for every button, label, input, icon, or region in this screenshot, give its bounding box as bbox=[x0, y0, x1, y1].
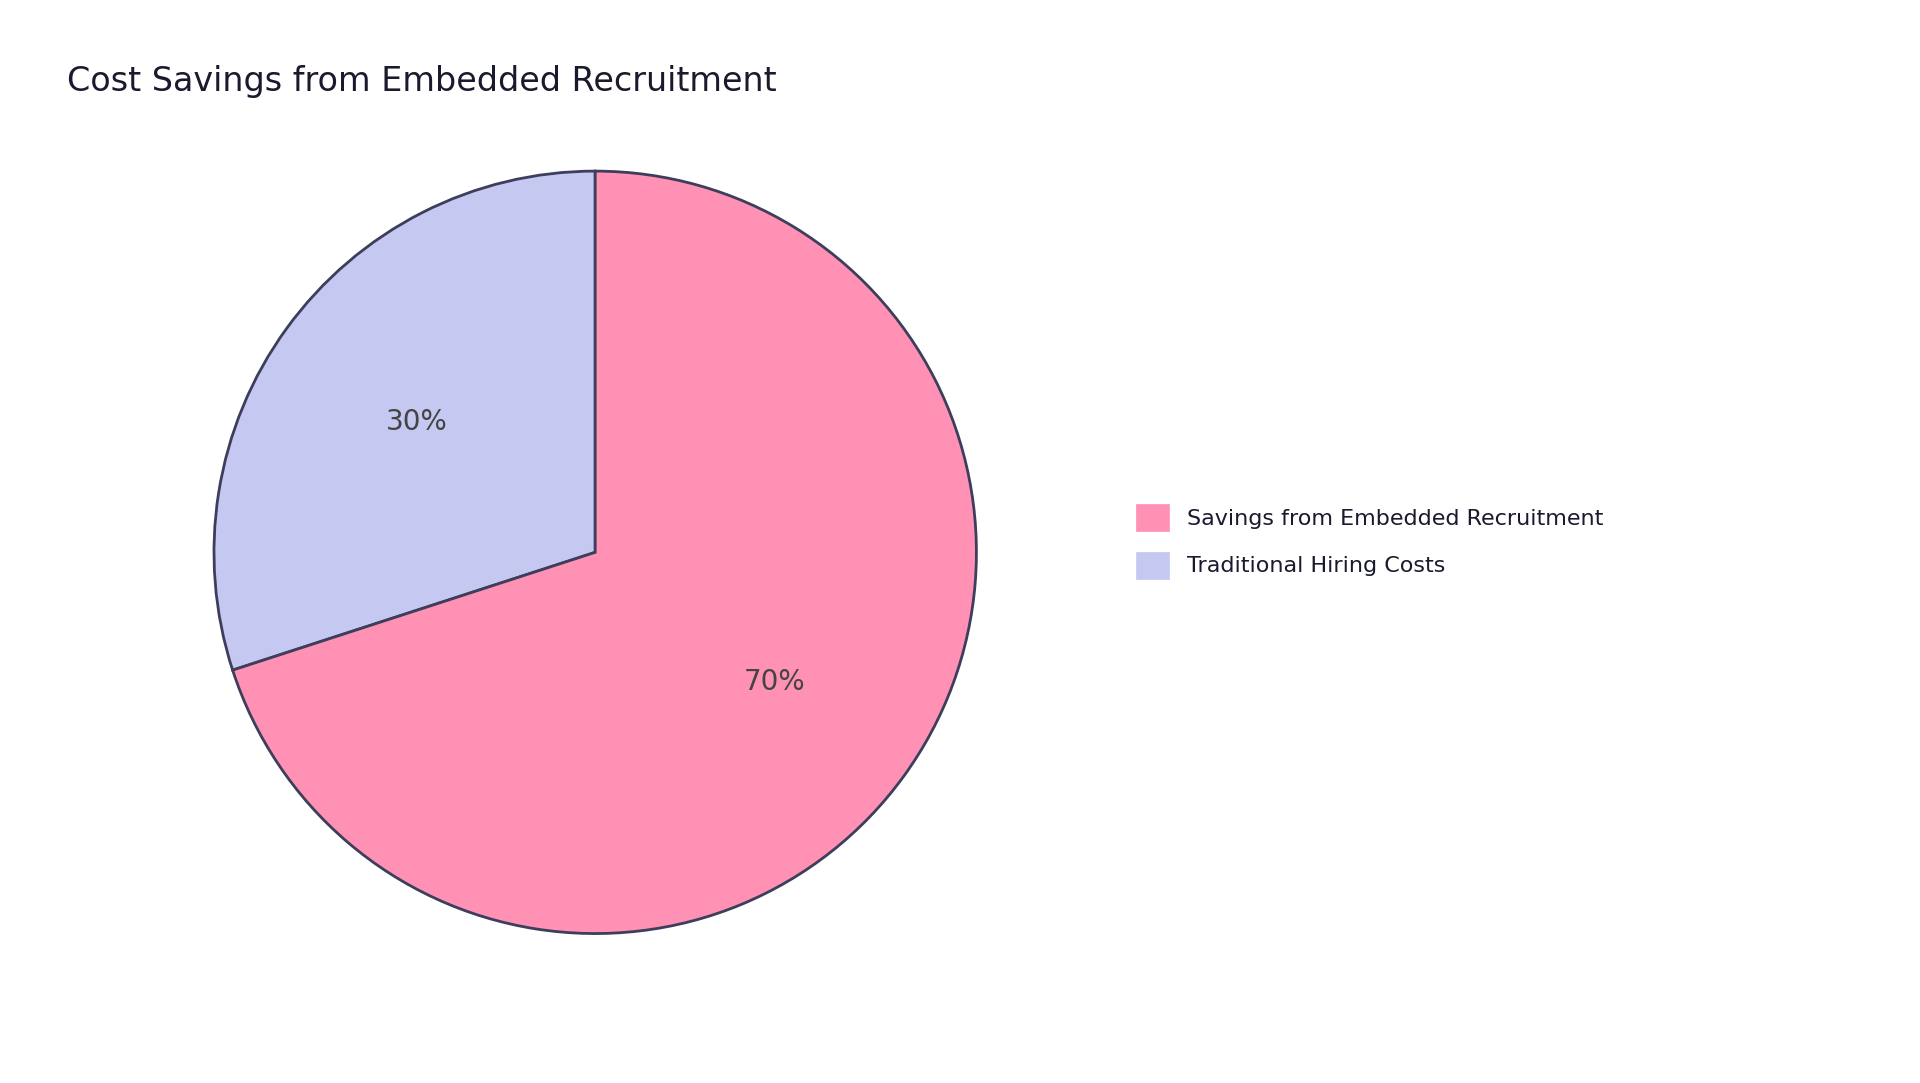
Wedge shape bbox=[232, 171, 977, 934]
Legend: Savings from Embedded Recruitment, Traditional Hiring Costs: Savings from Embedded Recruitment, Tradi… bbox=[1125, 493, 1615, 590]
Text: 30%: 30% bbox=[386, 408, 447, 436]
Text: 70%: 70% bbox=[743, 668, 804, 696]
Wedge shape bbox=[213, 171, 595, 670]
Text: Cost Savings from Embedded Recruitment: Cost Savings from Embedded Recruitment bbox=[67, 65, 778, 97]
